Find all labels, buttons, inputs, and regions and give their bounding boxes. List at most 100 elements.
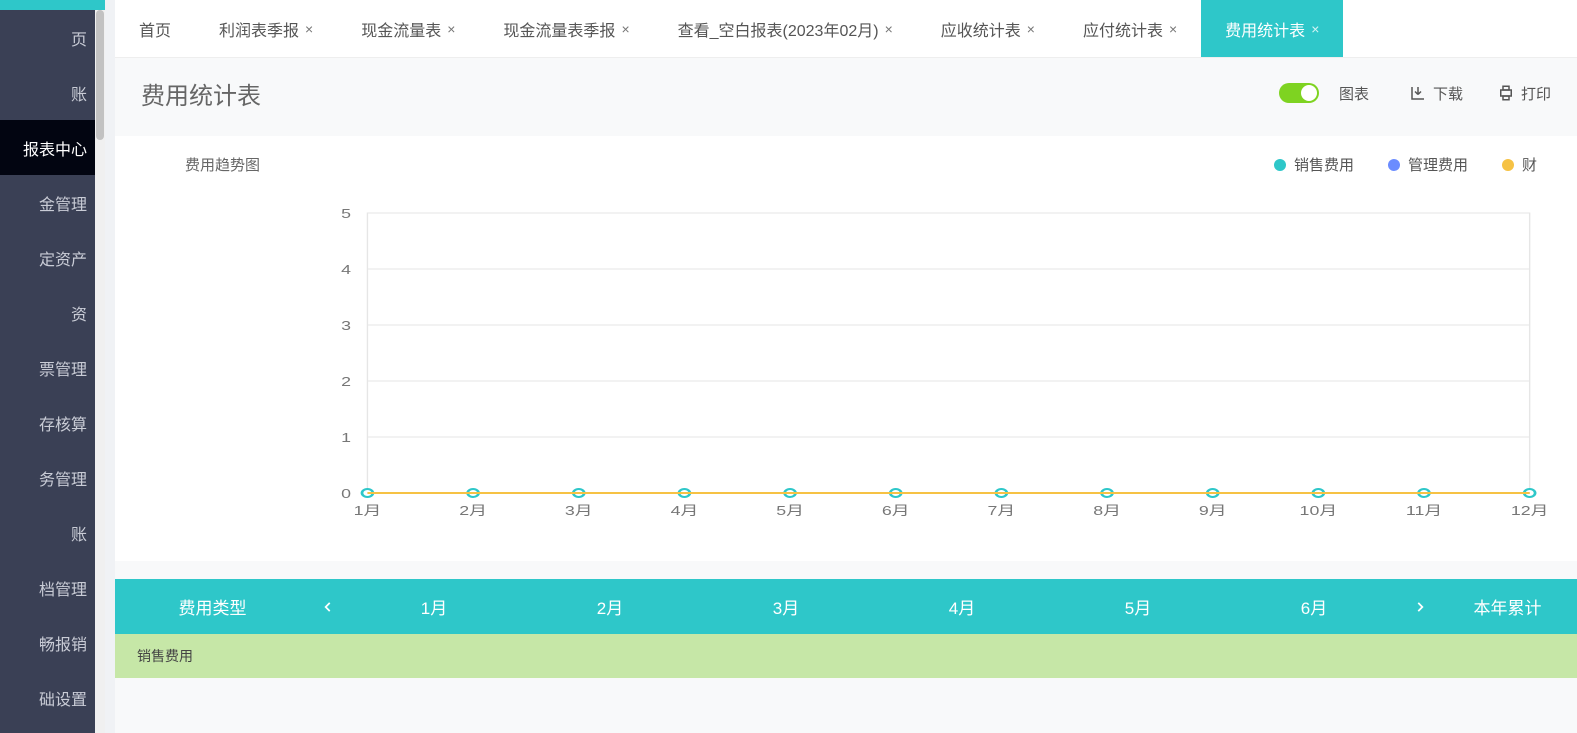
- legend-dot-icon: [1388, 159, 1400, 171]
- sidebar-item-12[interactable]: 础设置: [0, 670, 105, 725]
- svg-text:10月: 10月: [1300, 504, 1338, 518]
- chart-toggle-knob: [1301, 85, 1317, 101]
- table: 费用类型 1月2月3月4月5月6月 本年累计 销售费用: [115, 579, 1577, 678]
- table-next-button[interactable]: [1402, 600, 1438, 614]
- sidebar-item-10[interactable]: 档管理: [0, 560, 105, 615]
- print-label: 打印: [1521, 83, 1551, 104]
- legend-dot-icon: [1274, 159, 1286, 171]
- chart-title: 费用趋势图: [185, 154, 260, 175]
- table-prev-button[interactable]: [310, 600, 346, 614]
- svg-text:6月: 6月: [882, 504, 910, 518]
- svg-text:2月: 2月: [459, 504, 487, 518]
- svg-text:1月: 1月: [354, 504, 382, 518]
- tab-6[interactable]: 应付统计表×: [1059, 0, 1201, 57]
- tab-label: 利润表季报: [219, 17, 299, 41]
- tab-label: 现金流量表季报: [503, 17, 615, 41]
- svg-text:5月: 5月: [776, 504, 804, 518]
- table-row[interactable]: 销售费用: [115, 634, 1577, 678]
- svg-text:11月: 11月: [1406, 504, 1442, 518]
- chart-legend: 销售费用 管理费用 财: [1274, 154, 1537, 175]
- tab-4[interactable]: 查看_空白报表(2023年02月) ×: [654, 0, 917, 57]
- svg-text:8月: 8月: [1093, 504, 1121, 518]
- legend-dot-icon: [1502, 159, 1514, 171]
- table-header: 费用类型 1月2月3月4月5月6月 本年累计: [115, 579, 1577, 634]
- sidebar-item-11[interactable]: 畅报销: [0, 615, 105, 670]
- legend-label: 财: [1522, 154, 1537, 175]
- sidebar-item-4[interactable]: 定资产: [0, 230, 105, 285]
- sidebar-item-1[interactable]: 账: [0, 65, 105, 120]
- tab-label: 现金流量表: [361, 17, 441, 41]
- svg-text:3: 3: [341, 319, 351, 333]
- sidebar-item-0[interactable]: 页: [0, 10, 105, 65]
- close-icon[interactable]: ×: [447, 21, 455, 37]
- close-icon[interactable]: ×: [1169, 21, 1177, 37]
- tab-5[interactable]: 应收统计表 ×: [917, 0, 1059, 57]
- legend-item-1[interactable]: 管理费用: [1388, 154, 1468, 175]
- sidebar-item-2[interactable]: 报表中心: [0, 120, 105, 175]
- sidebar-item-5[interactable]: 资: [0, 285, 105, 340]
- svg-text:12月: 12月: [1511, 504, 1549, 518]
- sidebar-item-9[interactable]: 账: [0, 505, 105, 560]
- sidebar-item-3[interactable]: 金管理: [0, 175, 105, 230]
- tab-7[interactable]: 费用统计表 ×: [1201, 0, 1343, 57]
- legend-label: 管理费用: [1408, 154, 1468, 175]
- close-icon[interactable]: ×: [1027, 21, 1035, 37]
- close-icon[interactable]: ×: [621, 21, 629, 37]
- download-icon: [1409, 84, 1427, 102]
- print-button[interactable]: 打印: [1497, 83, 1551, 104]
- svg-text:3月: 3月: [565, 504, 593, 518]
- tab-0[interactable]: 首页: [115, 0, 195, 57]
- sidebar-item-7[interactable]: 存核算: [0, 395, 105, 450]
- chart-svg: 0 1 2 3 4 5 1月 2月 3月 4月 5月 6月 7月 8月 9月 10月 11月 12月: [135, 183, 1557, 543]
- print-icon: [1497, 84, 1515, 102]
- download-button[interactable]: 下载: [1409, 83, 1463, 104]
- sidebar-scrollbar[interactable]: [95, 10, 105, 733]
- svg-text:9月: 9月: [1199, 504, 1227, 518]
- sidebar-item-8[interactable]: 务管理: [0, 450, 105, 505]
- sidebar-scrollbar-thumb[interactable]: [96, 10, 104, 140]
- svg-text:5: 5: [341, 207, 351, 221]
- page-title: 费用统计表: [141, 76, 261, 111]
- svg-text:1: 1: [341, 431, 351, 445]
- page-header: 费用统计表 图表 下载 打印: [115, 58, 1577, 128]
- th-month-2: 3月: [698, 594, 874, 619]
- chart-card: 费用趋势图 销售费用 管理费用 财 0 1 2 3 4 5 1月 2月 3月 4月 5月 6月 7月 8月 9月…: [115, 136, 1577, 561]
- close-icon[interactable]: ×: [885, 21, 893, 37]
- th-month-3: 4月: [874, 594, 1050, 619]
- th-month-0: 1月: [346, 594, 522, 619]
- th-type: 费用类型: [115, 594, 310, 619]
- chevron-right-icon: [1413, 600, 1427, 614]
- sidebar-item-6[interactable]: 票管理: [0, 340, 105, 395]
- chevron-left-icon: [321, 600, 335, 614]
- download-label: 下载: [1433, 83, 1463, 104]
- legend-label: 销售费用: [1294, 154, 1354, 175]
- svg-text:0: 0: [341, 487, 351, 501]
- td-type: 销售费用: [115, 646, 310, 666]
- legend-item-2[interactable]: 财: [1502, 154, 1537, 175]
- chart-toggle[interactable]: [1279, 83, 1319, 103]
- th-month-4: 5月: [1050, 594, 1226, 619]
- tab-label: 查看_空白报表(2023年02月): [678, 17, 879, 41]
- chart-toggle-label: 图表: [1339, 83, 1369, 104]
- tabs: 首页 利润表季报 × 现金流量表 × 现金流量表季报 × 查看_空白报表(2023年02月) ×…: [115, 0, 1577, 58]
- tab-3[interactable]: 现金流量表季报 ×: [479, 0, 653, 57]
- close-icon[interactable]: ×: [1311, 21, 1319, 37]
- svg-text:4: 4: [341, 263, 351, 277]
- th-total: 本年累计: [1438, 594, 1577, 619]
- tab-label: 费用统计表: [1225, 17, 1305, 41]
- svg-text:7月: 7月: [988, 504, 1016, 518]
- tab-label: 首页: [139, 17, 171, 41]
- close-icon[interactable]: ×: [305, 21, 313, 37]
- tab-label: 应收统计表: [941, 17, 1021, 41]
- content: 费用趋势图 销售费用管理费用财 0123451月2月3月4月5月6月7月8月9月…: [115, 128, 1577, 733]
- main: 首页 利润表季报 × 现金流量表 × 现金流量表季报 × 查看_空白报表(2023年02月) ×…: [115, 0, 1577, 733]
- svg-text:4月: 4月: [671, 504, 699, 518]
- tab-1[interactable]: 利润表季报 ×: [195, 0, 337, 57]
- sidebar: 页账报表中心金管理定资产资票管理存核算务管理账档管理畅报销础设置: [0, 10, 105, 733]
- topbar-accent: [0, 0, 105, 10]
- svg-text:2: 2: [341, 375, 351, 389]
- th-month-5: 6月: [1226, 594, 1402, 619]
- th-month-1: 2月: [522, 594, 698, 619]
- tab-2[interactable]: 现金流量表 ×: [337, 0, 479, 57]
- legend-item-0[interactable]: 销售费用: [1274, 154, 1354, 175]
